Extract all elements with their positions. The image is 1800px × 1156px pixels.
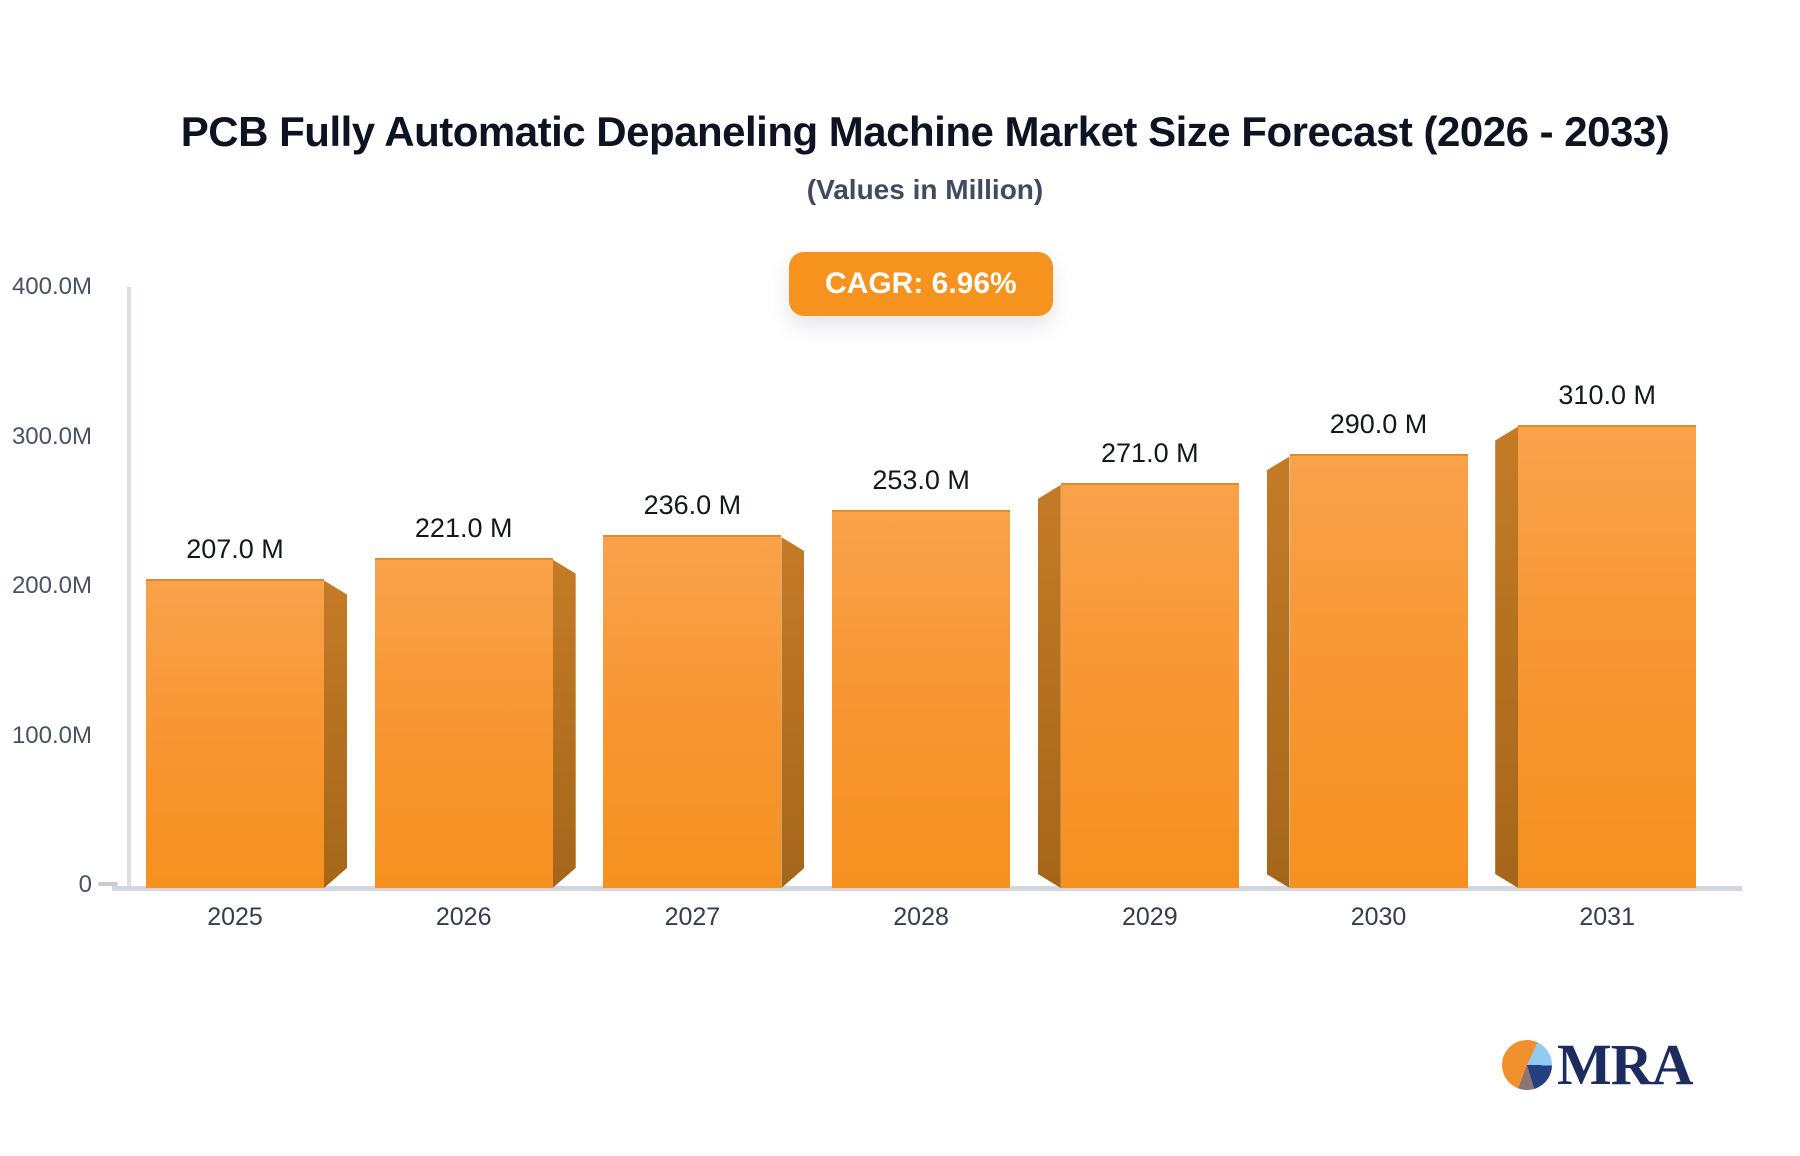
bar-2025 <box>146 578 324 888</box>
x-axis-line <box>112 886 1742 891</box>
y-tick-label: 0 <box>78 871 92 898</box>
mra-logo: MRA <box>1502 1032 1694 1097</box>
bar-3d-side <box>1495 427 1518 888</box>
x-tick-label-2028: 2028 <box>893 903 949 931</box>
bar-value-label: 221.0 M <box>414 512 513 543</box>
bar-2026 <box>374 557 553 888</box>
bar-3d-side <box>781 537 804 888</box>
bar-3d-side <box>1038 485 1061 888</box>
zero-tick-mark <box>98 882 118 886</box>
x-tick-label-2026: 2026 <box>435 903 492 931</box>
bar-3d-side <box>553 560 576 888</box>
pie-chart-logo-icon <box>1502 1040 1552 1090</box>
bar-2029 <box>1061 482 1239 888</box>
bar-value-label: 290.0 M <box>1329 409 1428 440</box>
bar-3d-side <box>324 581 347 888</box>
y-tick-label: 400.0M <box>11 273 92 300</box>
bar-value-label: 253.0 M <box>872 464 970 495</box>
x-tick-label-2031: 2031 <box>1579 903 1635 931</box>
bar-2027 <box>603 535 781 888</box>
bar-value-label: 310.0 M <box>1558 379 1656 410</box>
bar-value-label: 207.0 M <box>186 533 284 564</box>
x-tick-label-2027: 2027 <box>664 903 721 931</box>
bar-3d-side <box>1267 456 1290 888</box>
cagr-badge: CAGR: 6.96% <box>789 252 1053 316</box>
y-tick-label: 200.0M <box>11 572 92 599</box>
y-axis-line <box>127 287 131 888</box>
logo-text: MRA <box>1557 1032 1694 1097</box>
chart-subtitle: (Values in Million) <box>806 174 1044 205</box>
bar-2031 <box>1518 424 1697 888</box>
y-tick-label: 100.0M <box>11 721 92 749</box>
x-tick-label-2029: 2029 <box>1121 903 1178 931</box>
bar-value-label: 236.0 M <box>643 490 742 521</box>
x-tick-label-2025: 2025 <box>207 903 263 931</box>
bar-2028 <box>832 509 1011 888</box>
bar-value-label: 271.0 M <box>1101 437 1199 468</box>
chart-title: PCB Fully Automatic Depaneling Machine M… <box>180 108 1670 155</box>
y-tick-label: 300.0M <box>11 422 92 450</box>
x-tick-label-2030: 2030 <box>1350 903 1407 931</box>
bar-2030 <box>1290 454 1468 888</box>
